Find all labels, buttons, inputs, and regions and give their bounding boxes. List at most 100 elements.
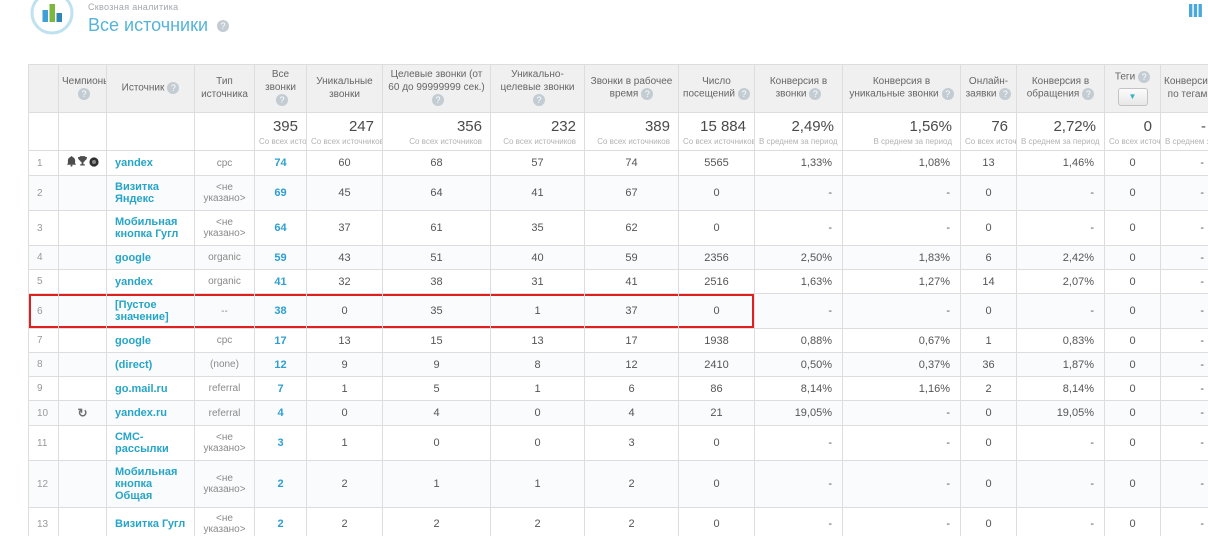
source-link[interactable]: Визитка Яндекс <box>115 181 159 205</box>
source-link[interactable]: Визитка Гугл <box>115 518 186 530</box>
summary-cell: 247 Со всех источников <box>306 112 383 151</box>
source-link[interactable]: yandex <box>115 157 153 169</box>
metric-cell: 37 <box>306 210 383 246</box>
summary-caption: Со всех источников <box>311 137 383 146</box>
help-icon[interactable]: ? <box>737 88 750 101</box>
help-icon[interactable]: ? <box>432 94 444 107</box>
source-link[interactable]: СМС-рассылки <box>115 431 169 455</box>
source-type: cpc <box>194 328 255 353</box>
metric-cell: 13 <box>306 328 383 353</box>
metric-cell: 68 <box>382 150 491 176</box>
source-link[interactable]: google <box>115 334 152 347</box>
source-type: organic <box>194 269 255 294</box>
metric-cell: 0 <box>1104 210 1161 246</box>
bell-icon <box>66 156 76 170</box>
metric-cell: 0 <box>960 293 1017 329</box>
help-icon[interactable]: ? <box>941 88 954 101</box>
all-calls-link[interactable]: 4 <box>277 407 284 419</box>
all-calls-link[interactable]: 41 <box>274 275 287 288</box>
metric-cell: 0 <box>1104 328 1161 353</box>
tags-filter-dropdown[interactable]: ▼ <box>1117 88 1148 107</box>
all-calls-link[interactable]: 12 <box>274 358 287 371</box>
help-icon[interactable]: ? <box>641 88 654 101</box>
all-calls-link[interactable]: 7 <box>277 382 284 395</box>
column-label: Уникально-целевые звонки <box>500 69 575 93</box>
metric-cell: 69 <box>254 175 307 211</box>
summary-value: 15 884 <box>700 118 746 135</box>
metric-cell: 1938 <box>678 328 755 353</box>
column-header: Теги? ▼ <box>1104 64 1161 113</box>
column-header: Уникально-целевые звонки? <box>490 64 585 113</box>
metric-cell: 36 <box>960 352 1017 377</box>
summary-empty-cell <box>58 112 107 151</box>
summary-value: 1,56% <box>909 118 952 135</box>
help-icon[interactable]: ? <box>1082 88 1095 101</box>
summary-caption: В среднем за период <box>1021 137 1100 146</box>
column-label: Конверсия по тегам <box>1164 76 1208 100</box>
source-cell: google <box>106 328 195 353</box>
table-row: 8 (direct) (none) 12 9 9 8 12 2410 0,50% 0,37% 36 1,… <box>28 352 1208 377</box>
source-link[interactable]: (direct) <box>115 358 153 371</box>
app-section-label: Сквозная аналитика <box>88 2 179 12</box>
columns-settings-icon[interactable] <box>1189 4 1202 22</box>
metric-cell: 13 <box>490 328 585 353</box>
metric-cell: - <box>842 175 961 211</box>
column-header: Онлайн-заявки? <box>960 64 1017 113</box>
summary-caption: Со всех источников <box>503 137 576 146</box>
source-link[interactable]: yandex.ru <box>115 407 167 419</box>
metric-cell: - <box>1016 507 1105 536</box>
all-calls-link[interactable]: 2 <box>277 478 284 490</box>
help-icon[interactable]: ? <box>78 88 90 101</box>
all-calls-link[interactable]: 59 <box>274 251 287 264</box>
source-link[interactable]: Мобильная кнопка Общая <box>115 466 178 502</box>
source-link[interactable]: [Пустое значение] <box>115 299 169 323</box>
metric-cell: 1 <box>490 460 585 508</box>
metric-cell: 2 <box>254 507 307 536</box>
column-label: Тип источника <box>201 76 248 100</box>
all-calls-link[interactable]: 17 <box>274 334 287 347</box>
summary-caption: В среднем за период <box>1165 137 1208 146</box>
metric-cell: 21 <box>678 400 755 426</box>
all-calls-link[interactable]: 3 <box>277 437 284 449</box>
help-icon[interactable]: ? <box>167 81 180 94</box>
metric-cell: 67 <box>584 175 679 211</box>
metric-cell: - <box>842 293 961 329</box>
metric-cell: 0 <box>1104 352 1161 377</box>
help-icon[interactable]: ? <box>809 88 822 101</box>
source-link[interactable]: google <box>115 251 152 264</box>
all-calls-link[interactable]: 74 <box>274 157 287 169</box>
table-row: 2 Визитка Яндекс <не указано> 69 45 64 41 67 0- -… <box>28 175 1208 211</box>
metric-cell: - <box>1016 210 1105 246</box>
metric-cell: 0 <box>306 293 383 329</box>
summary-value: 76 <box>991 118 1008 135</box>
metric-cell: 8,14% <box>1016 376 1105 401</box>
help-icon[interactable]: ? <box>533 94 545 107</box>
summary-cell: 232 Со всех источников <box>490 112 585 151</box>
column-label: Чемпионы <box>62 75 107 87</box>
source-link[interactable]: Мобильная кнопка Гугл <box>115 216 179 240</box>
all-calls-link[interactable]: 38 <box>274 305 287 317</box>
summary-cell: 76 Со всех источников <box>960 112 1017 151</box>
metric-cell: 4 <box>254 400 307 426</box>
table-row: 13 Визитка Гугл <не указано> 2 2 2 2 2 0- -0-0- <box>28 507 1208 536</box>
metric-cell: 0 <box>382 425 491 461</box>
row-number: 2 <box>28 175 59 211</box>
all-calls-link[interactable]: 2 <box>277 518 284 530</box>
metric-cell: 45 <box>306 175 383 211</box>
all-calls-link[interactable]: 69 <box>274 187 287 199</box>
champions-cell <box>58 425 107 461</box>
source-link[interactable]: go.mail.ru <box>115 382 168 395</box>
title-help-icon[interactable]: ? <box>217 19 230 32</box>
all-calls-link[interactable]: 64 <box>274 222 287 234</box>
champions-cell <box>58 150 107 176</box>
metric-cell: - <box>1160 150 1208 176</box>
metric-cell: - <box>754 425 843 461</box>
metric-cell: 17 <box>584 328 679 353</box>
help-icon[interactable]: ? <box>999 88 1012 101</box>
help-icon[interactable]: ? <box>276 94 288 107</box>
table-row: 7 google cpc 17 13 15 13 17 1938 0,88% 0,67% 1 0,83%… <box>28 328 1208 353</box>
metric-cell: 86 <box>678 376 755 401</box>
column-header: Источник? <box>106 64 195 113</box>
help-icon[interactable]: ? <box>1138 70 1151 83</box>
source-link[interactable]: yandex <box>115 275 153 288</box>
